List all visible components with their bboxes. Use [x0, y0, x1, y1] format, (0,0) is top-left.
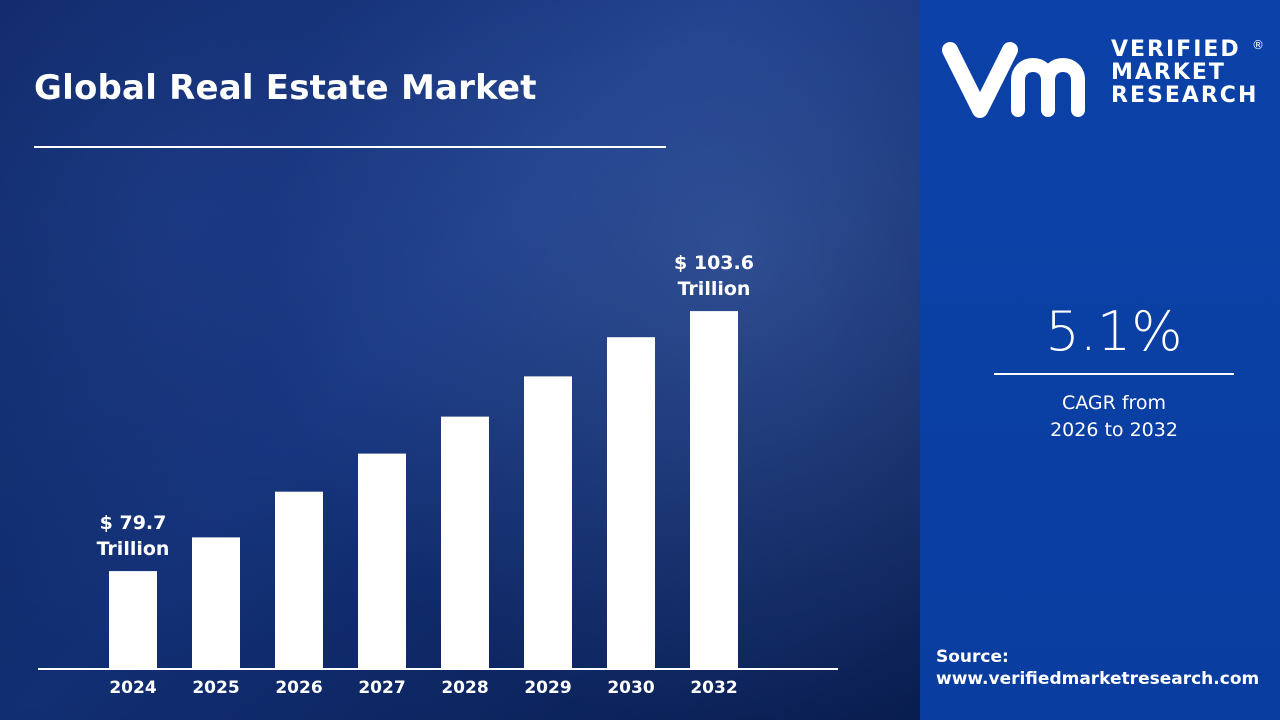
logo-wordmark: VERIFIED MARKET RESEARCH [1111, 38, 1271, 107]
logo-line-3: RESEARCH [1111, 83, 1259, 108]
bar-2030 [607, 337, 655, 669]
vmr-logo-icon [942, 42, 1085, 118]
cagr-label-line-2: 2026 to 2032 [1050, 419, 1178, 441]
source-label: Source: [936, 647, 1009, 667]
bar-chart: 2024 2025 2026 2027 2028 2029 2030 2032 $ 79.7 T… [0, 0, 920, 720]
bar-2024 [109, 571, 157, 669]
x-tick-labels: 2024 2025 2026 2027 2028 2029 2030 2032 [109, 678, 737, 698]
bar-2025 [192, 537, 240, 669]
data-label-value-2024: $ 79.7 [100, 512, 167, 534]
bar-2026 [275, 491, 323, 669]
right-panel [920, 0, 1280, 720]
source-block: Source: www.verifiedmarketresearch.com [936, 646, 1276, 690]
data-labels: $ 79.7 Trillion $ 103.6 Trillion [97, 252, 754, 560]
x-tick-label-2028: 2028 [441, 678, 488, 698]
x-tick-label-2029: 2029 [524, 678, 571, 698]
cagr-label-line-1: CAGR from [1061, 392, 1167, 414]
page-title: Global Real Estate Market [34, 68, 537, 108]
x-tick-label-2024: 2024 [109, 678, 156, 698]
bar-2032 [690, 311, 738, 669]
registered-mark: ® [1252, 38, 1264, 52]
cagr-label: CAGR from 2026 to 2032 [994, 390, 1234, 444]
x-tick-label-2026: 2026 [275, 678, 322, 698]
logo-line-2: MARKET [1111, 60, 1226, 85]
cagr-value: 5.1% [1045, 300, 1183, 363]
source-link[interactable]: www.verifiedmarketresearch.com [936, 669, 1260, 689]
data-label-value-2032: $ 103.6 [674, 252, 754, 274]
bars-group [109, 311, 738, 669]
x-tick-label-2027: 2027 [358, 678, 405, 698]
data-label-unit-2032: Trillion [678, 278, 751, 300]
bar-2027 [358, 453, 406, 669]
cagr-divider [994, 373, 1234, 375]
x-tick-label-2030: 2030 [607, 678, 654, 698]
x-tick-label-2025: 2025 [192, 678, 239, 698]
bar-2029 [524, 376, 572, 669]
title-divider [34, 146, 666, 148]
bar-2028 [441, 416, 489, 669]
logo-line-1: VERIFIED [1111, 37, 1241, 62]
x-tick-label-2032: 2032 [690, 678, 737, 698]
data-label-unit-2024: Trillion [97, 538, 170, 560]
